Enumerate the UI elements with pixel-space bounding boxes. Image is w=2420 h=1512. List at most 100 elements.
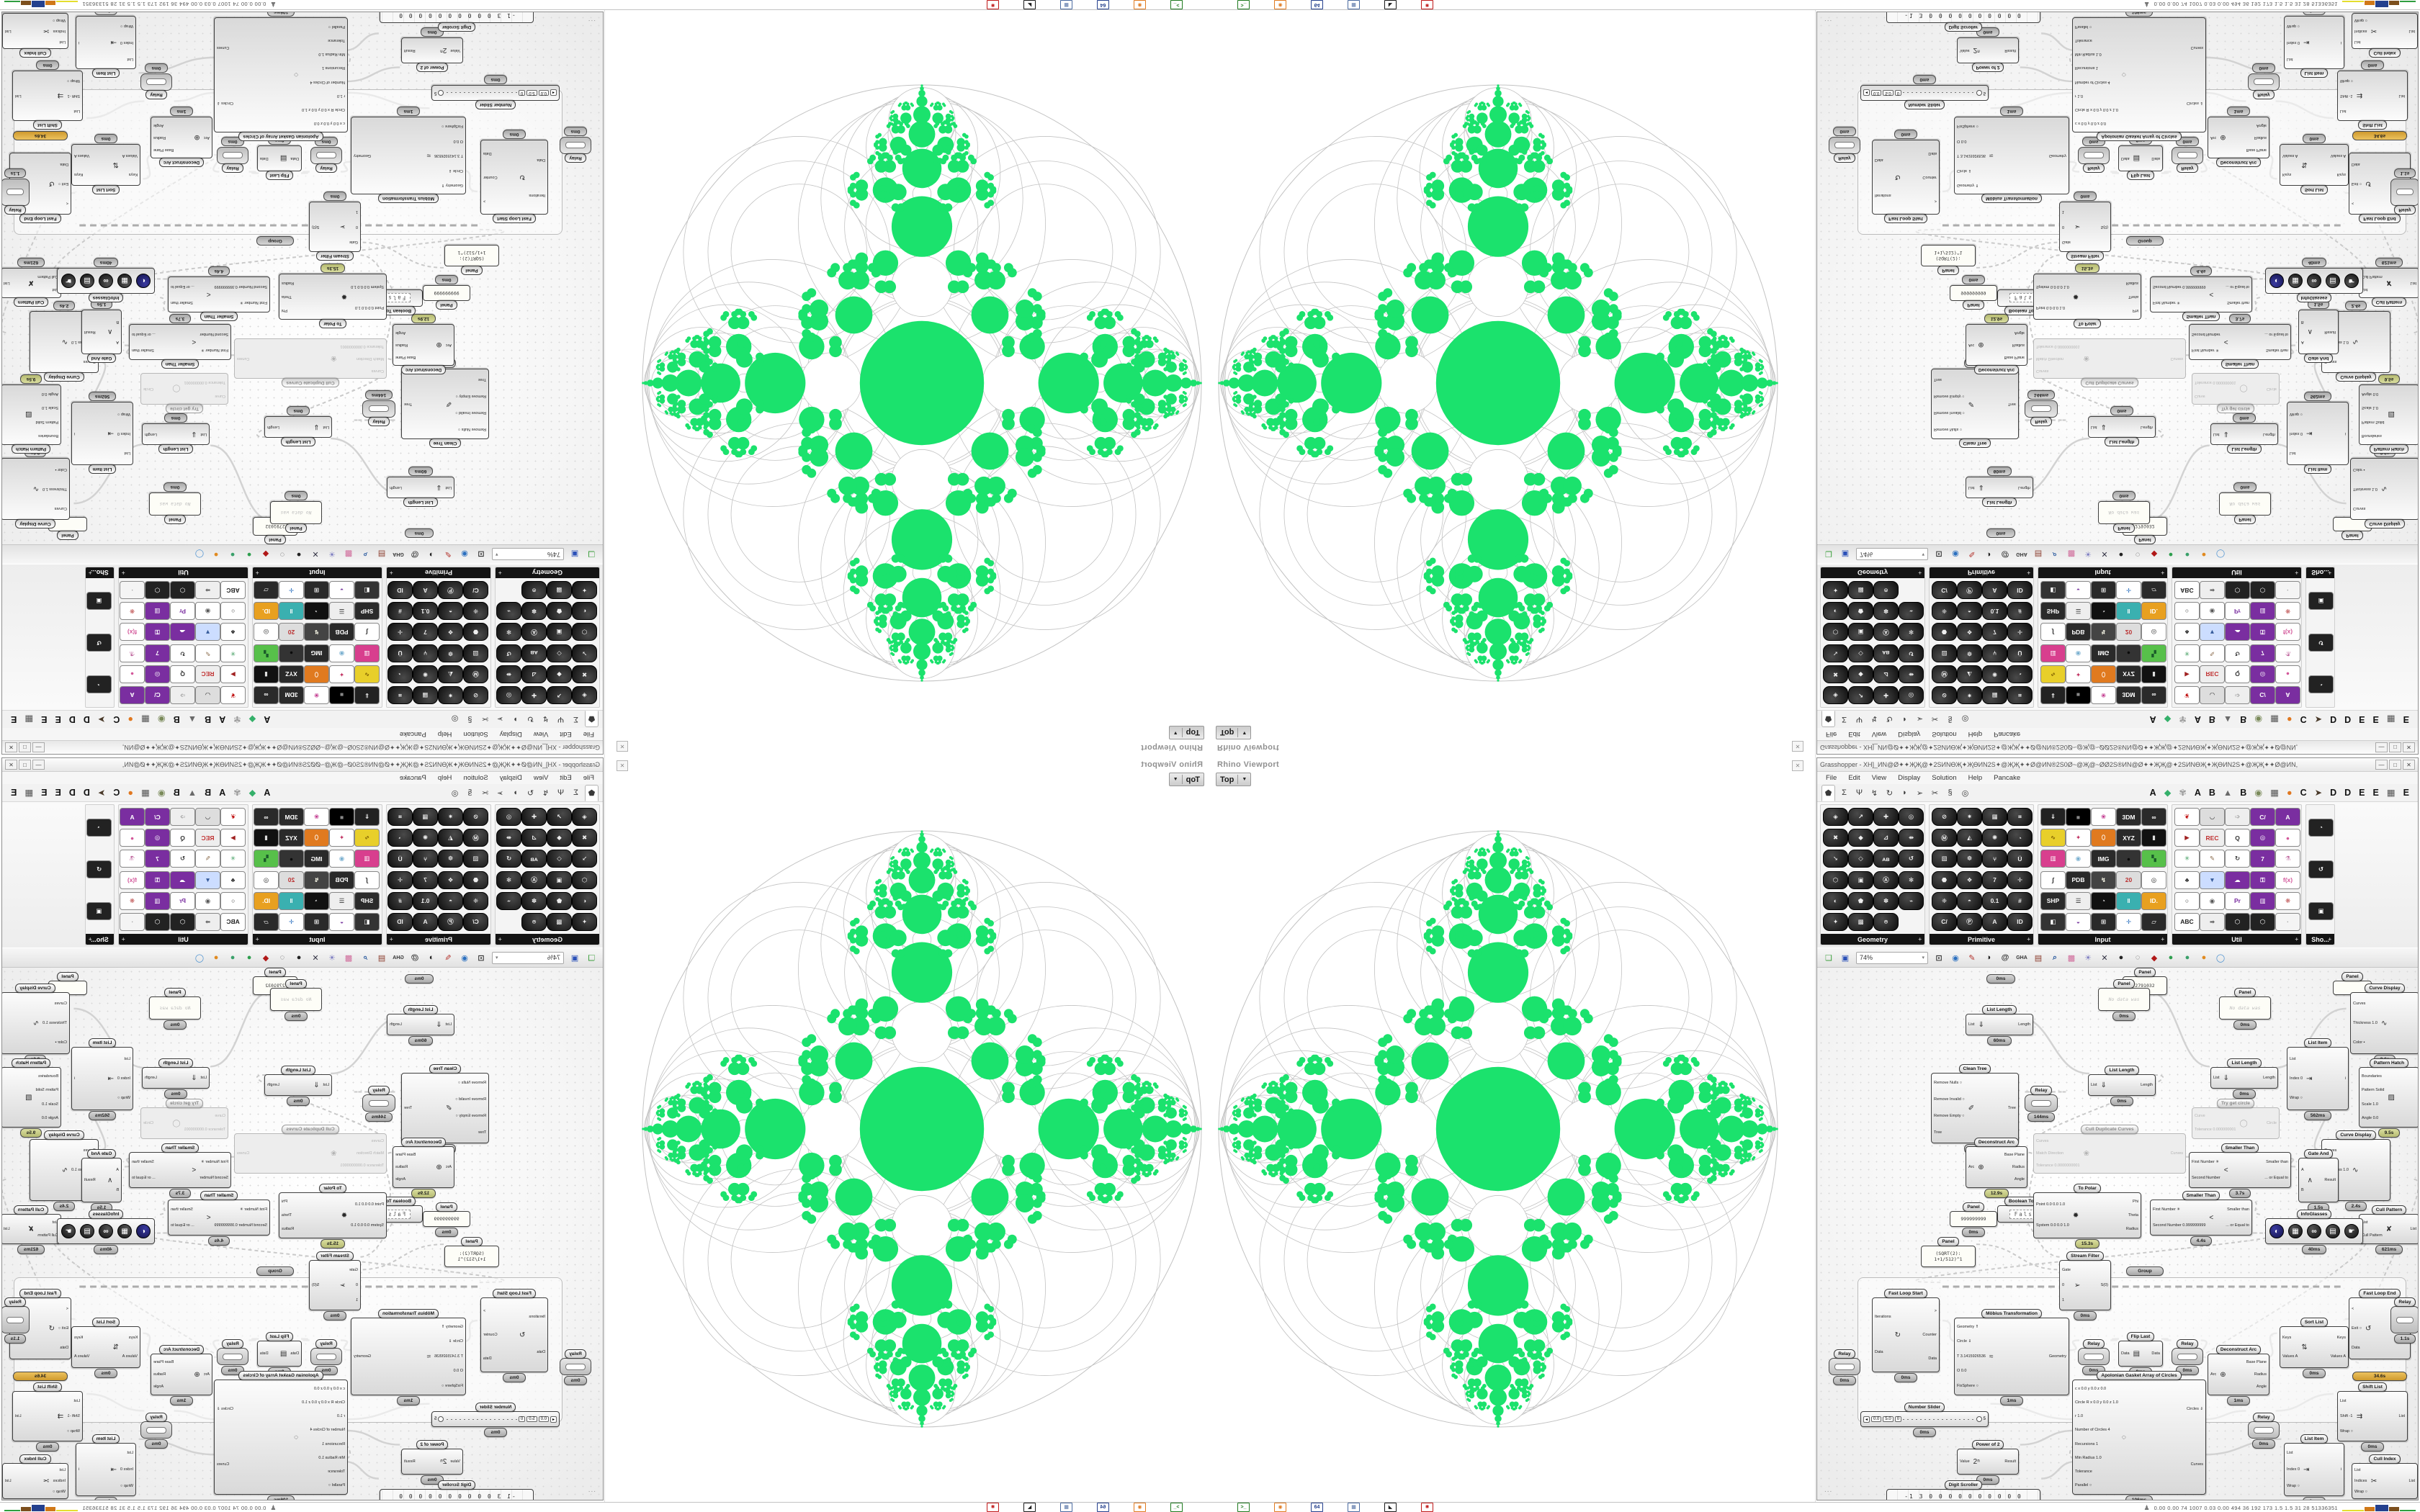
node-body[interactable]: Curves Thickness 1.0 Color ▪ ∿ <box>2 458 70 520</box>
ribbon-tab-4[interactable]: B <box>205 714 212 725</box>
palette-icon[interactable]: Ü <box>2007 644 2033 662</box>
node-body[interactable]: Point 0.0 0.0 1.0 System 0.0 0.0 1.0 ✹ Phi T… <box>2033 274 2141 320</box>
palette-icon[interactable]: ⚿ <box>145 623 170 642</box>
palette-icon[interactable]: ⚿ <box>145 870 170 889</box>
palette-icon[interactable]: ⊞ <box>304 912 329 931</box>
palette-icon[interactable]: ◧ <box>2040 581 2066 600</box>
palette-icon[interactable]: ABC <box>2174 581 2200 600</box>
palette-icon[interactable]: ⇻ <box>496 829 521 847</box>
palette-icon[interactable]: ID. <box>254 891 279 910</box>
slider-track[interactable] <box>1903 92 1975 94</box>
palette-icon[interactable]: ▼ <box>195 623 220 642</box>
ribbon-tab-0[interactable]: A <box>2149 787 2156 798</box>
gh-node-m-bius-transformation[interactable]: Möbius Transformation Geometry ⇑ Circle ⇓ T… <box>351 107 466 203</box>
palette-icon[interactable]: ✷ <box>438 685 463 704</box>
palette-icon[interactable]: ❀ <box>2091 808 2116 827</box>
node-body[interactable]: List ⇓ Length <box>1966 1014 2033 1035</box>
maximize-button[interactable]: □ <box>2389 742 2401 752</box>
node-body[interactable]: No data was <box>270 501 322 524</box>
toolbar-button-9[interactable]: ☀ <box>328 953 336 963</box>
gh-node-infoglasses[interactable]: InfoGlasses ◐ ▦ ∞ ▤ ☛ 40ms <box>2265 1210 2363 1254</box>
palette-icon[interactable]: ✦ <box>1823 581 1848 600</box>
calculator-icon[interactable]: ▦ <box>1348 0 1360 9</box>
gh-node-try-get-circle[interactable]: Try get circle Curve Tolerance 0.000000001… <box>2192 373 2280 413</box>
node-body[interactable]: List ⇓ Length <box>142 423 210 445</box>
palette-icon[interactable]: ◒ <box>2066 581 2091 600</box>
palette-icon[interactable]: ⬡ <box>572 623 597 642</box>
palette-icon[interactable]: ◎ <box>2141 623 2166 642</box>
palette-icon[interactable]: ✻ <box>1899 623 1924 642</box>
node-body[interactable]: Arc ⊕ Base Plane Radius Angle <box>2208 1354 2269 1395</box>
node-body[interactable] <box>2248 1421 2280 1439</box>
palette-icon[interactable]: C/ <box>2250 685 2275 704</box>
node-body[interactable]: No data was <box>149 996 201 1020</box>
toolbar-button-5[interactable]: GHA <box>393 955 404 960</box>
toolbar-button-4[interactable]: @ <box>411 550 419 559</box>
gh-node-list-length[interactable]: List Length List ⇓ Length 0ms <box>2210 413 2278 454</box>
node-body[interactable]: Iterations Data ↻ > Counter Data <box>480 1297 548 1372</box>
palette-icon[interactable]: ❀ <box>2091 685 2116 704</box>
node-body[interactable]: List Index 0 Wrap ○ ⇥ i <box>2287 402 2349 465</box>
node-body[interactable]: Curves Thickness 1.0 Color ▪ ∿ <box>2350 458 2418 520</box>
palette-expand-icon[interactable]: + <box>2328 936 2331 942</box>
palette-icon[interactable]: ☰ <box>329 602 354 621</box>
gh-node-cull-duplicate-curves[interactable]: Cull Duplicate Curves Curves Match Directi… <box>2033 1125 2186 1174</box>
node-body[interactable] <box>140 73 172 91</box>
ribbon-tab-14[interactable]: E <box>2359 714 2365 725</box>
ribbon-tab-13[interactable]: D <box>68 787 76 798</box>
palette-icon[interactable]: ◆ <box>547 829 572 847</box>
palette-icon[interactable]: ↺ <box>86 634 112 652</box>
node-body[interactable]: Value 2ⁿ Result <box>1957 1449 2019 1475</box>
ribbon-tab-icon-7[interactable]: ✂ <box>481 788 489 798</box>
palette-icon[interactable]: ✚ <box>1873 808 1899 827</box>
ribbon-tab-icon-1[interactable]: Σ <box>1842 788 1847 797</box>
ribbon-tab-icon-0[interactable]: ⬟ <box>585 711 599 728</box>
node-body[interactable]: List ⇓ Length <box>2088 1074 2156 1096</box>
palette-icon[interactable]: ❦ <box>2174 685 2200 704</box>
gh-node-relay[interactable]: Relay 0ms <box>2248 1413 2280 1449</box>
slider-knob[interactable] <box>1976 1416 1982 1422</box>
palette-icon[interactable]: ∞ <box>2141 808 2166 827</box>
ribbon-tab-5[interactable]: ▲ <box>2223 714 2233 725</box>
gh-node-relay[interactable]: Relay 0ms <box>560 127 591 163</box>
palette-icon[interactable]: ✺ <box>413 665 438 683</box>
palette-icon[interactable]: ⑂ <box>1982 644 2007 662</box>
node-body[interactable]: Curve Tolerance 0.000000001 ◯ Circle <box>2192 373 2280 405</box>
palette-icon[interactable]: # <box>387 891 413 910</box>
rhino-viewport[interactable]: Rhino Viewport Top ▼ ✕ <box>1210 756 1816 1502</box>
palette-icon[interactable]: ◒ <box>329 581 354 600</box>
palette-icon[interactable]: ✎ <box>195 644 220 662</box>
node-body[interactable]: Curves Thickness 1.0 Color ▪ ∿ <box>2350 992 2418 1054</box>
node-body[interactable]: Curves Thickness 1.0 Color ▪ ∿ <box>2 992 70 1054</box>
close-button[interactable]: ✕ <box>5 760 17 770</box>
palette-icon[interactable]: ✷ <box>438 808 463 827</box>
palette-icon[interactable]: ◡ <box>195 685 220 704</box>
palette-icon[interactable]: A <box>120 685 145 704</box>
palette-icon[interactable]: # <box>2007 602 2033 621</box>
ribbon-tab-11[interactable]: ➤ <box>2314 714 2323 725</box>
palette-icon[interactable]: ✺ <box>1982 829 2007 847</box>
ribbon-tab-6[interactable]: B <box>173 787 180 798</box>
palette-icon[interactable]: ◔ <box>86 675 112 694</box>
viewport-view-button[interactable]: Top ▼ <box>1216 726 1252 739</box>
node-body[interactable]: No data was <box>2219 996 2271 1020</box>
palette-icon[interactable]: ◎ <box>254 623 279 642</box>
box64-icon[interactable]: 64 <box>1311 0 1323 9</box>
palette-icon[interactable]: ↻ <box>170 644 195 662</box>
node-body[interactable]: Curve Tolerance 0.000000001 ◯ Circle <box>2192 1107 2280 1139</box>
node-body[interactable]: Arc ⊕ Base Plane Radius Angle <box>1966 1146 2027 1188</box>
node-body[interactable] <box>362 400 395 418</box>
gh-node-digit-scroller[interactable]: Digit Scroller-1 3 0 0 0 0 0 0 0 0 0 00m… <box>1886 1480 2040 1500</box>
node-body[interactable]: Remove Nulls ○ Remove Invalid ○ Remove Emp… <box>1931 1073 2019 1143</box>
palette-icon[interactable]: ◇ <box>547 850 572 868</box>
palette-icon[interactable]: C/ <box>145 808 170 827</box>
gh-titlebar[interactable]: Grasshopper - XH]_ИN@Ø✦✦ҖҖ@✦2SИNѲҖ✦ҖѲИN2… <box>2 758 603 772</box>
gh-node-list-item[interactable]: List Item List Index 0 Wrap ○ ⇥ i 562ms <box>2287 1038 2349 1120</box>
palette-icon[interactable]: ▥ <box>2040 850 2066 868</box>
toolbar-button-3[interactable]: ◑ <box>429 550 434 559</box>
palette-expand-icon[interactable]: + <box>390 570 393 576</box>
gh-node-gate-and[interactable]: Gate And A B ∧ Result 1.5s <box>81 300 122 363</box>
palette-icon[interactable]: ↻ <box>2225 644 2250 662</box>
